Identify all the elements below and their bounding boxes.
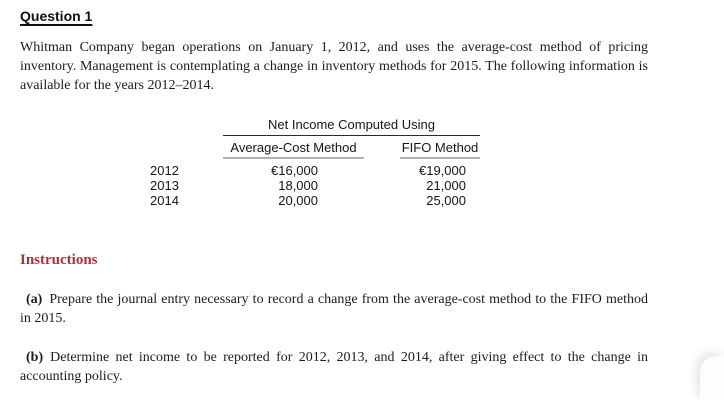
table-cell-fifo: €19,000 — [419, 163, 466, 178]
table-body: 2012 €16,000 €19,000 2013 18,000 21,000 … — [145, 159, 505, 208]
table-col-header-average-cost: Average-Cost Method — [223, 140, 364, 159]
instruction-item-a-text: Prepare the journal entry necessary to r… — [20, 292, 648, 326]
table-title: Net Income Computed Using — [223, 117, 480, 136]
question-title: Question 1 — [20, 8, 93, 24]
instruction-item-b: (b) Determine net income to be reported f… — [20, 348, 648, 386]
table-cell-year: 2014 — [150, 193, 179, 208]
table-year-column-spacer — [145, 140, 223, 159]
table-cell-average-cost: 20,000 — [278, 193, 318, 208]
table-year-column-spacer — [145, 117, 223, 136]
instructions-heading: Instructions — [20, 252, 98, 268]
page-corner-shadow — [700, 356, 724, 400]
table-cell-average-cost: 18,000 — [278, 178, 318, 193]
question-paragraph: Whitman Company began operations on Janu… — [20, 40, 648, 93]
instruction-item-b-label: (b) — [26, 350, 44, 365]
table-header-row: Average-Cost Method FIFO Method — [145, 140, 505, 159]
table-cell-year: 2012 — [150, 163, 179, 178]
table-cell-fifo: 21,000 — [426, 178, 466, 193]
net-income-table: Net Income Computed Using Average-Cost M… — [145, 117, 505, 208]
table-row: 2014 20,000 25,000 — [145, 193, 505, 208]
table-cell-fifo: 25,000 — [426, 193, 466, 208]
table-title-row: Net Income Computed Using — [145, 117, 505, 136]
instruction-item-a-label: (a) — [26, 292, 43, 307]
table-col-header-fifo: FIFO Method — [400, 140, 480, 159]
table-row: 2013 18,000 21,000 — [145, 178, 505, 193]
table-cell-year: 2013 — [150, 178, 179, 193]
instruction-item-b-text: Determine net income to be reported for … — [20, 350, 648, 384]
table-row: 2012 €16,000 €19,000 — [145, 163, 505, 178]
table-cell-average-cost: €16,000 — [271, 163, 318, 178]
instruction-item-a: (a) Prepare the journal entry necessary t… — [20, 290, 648, 328]
